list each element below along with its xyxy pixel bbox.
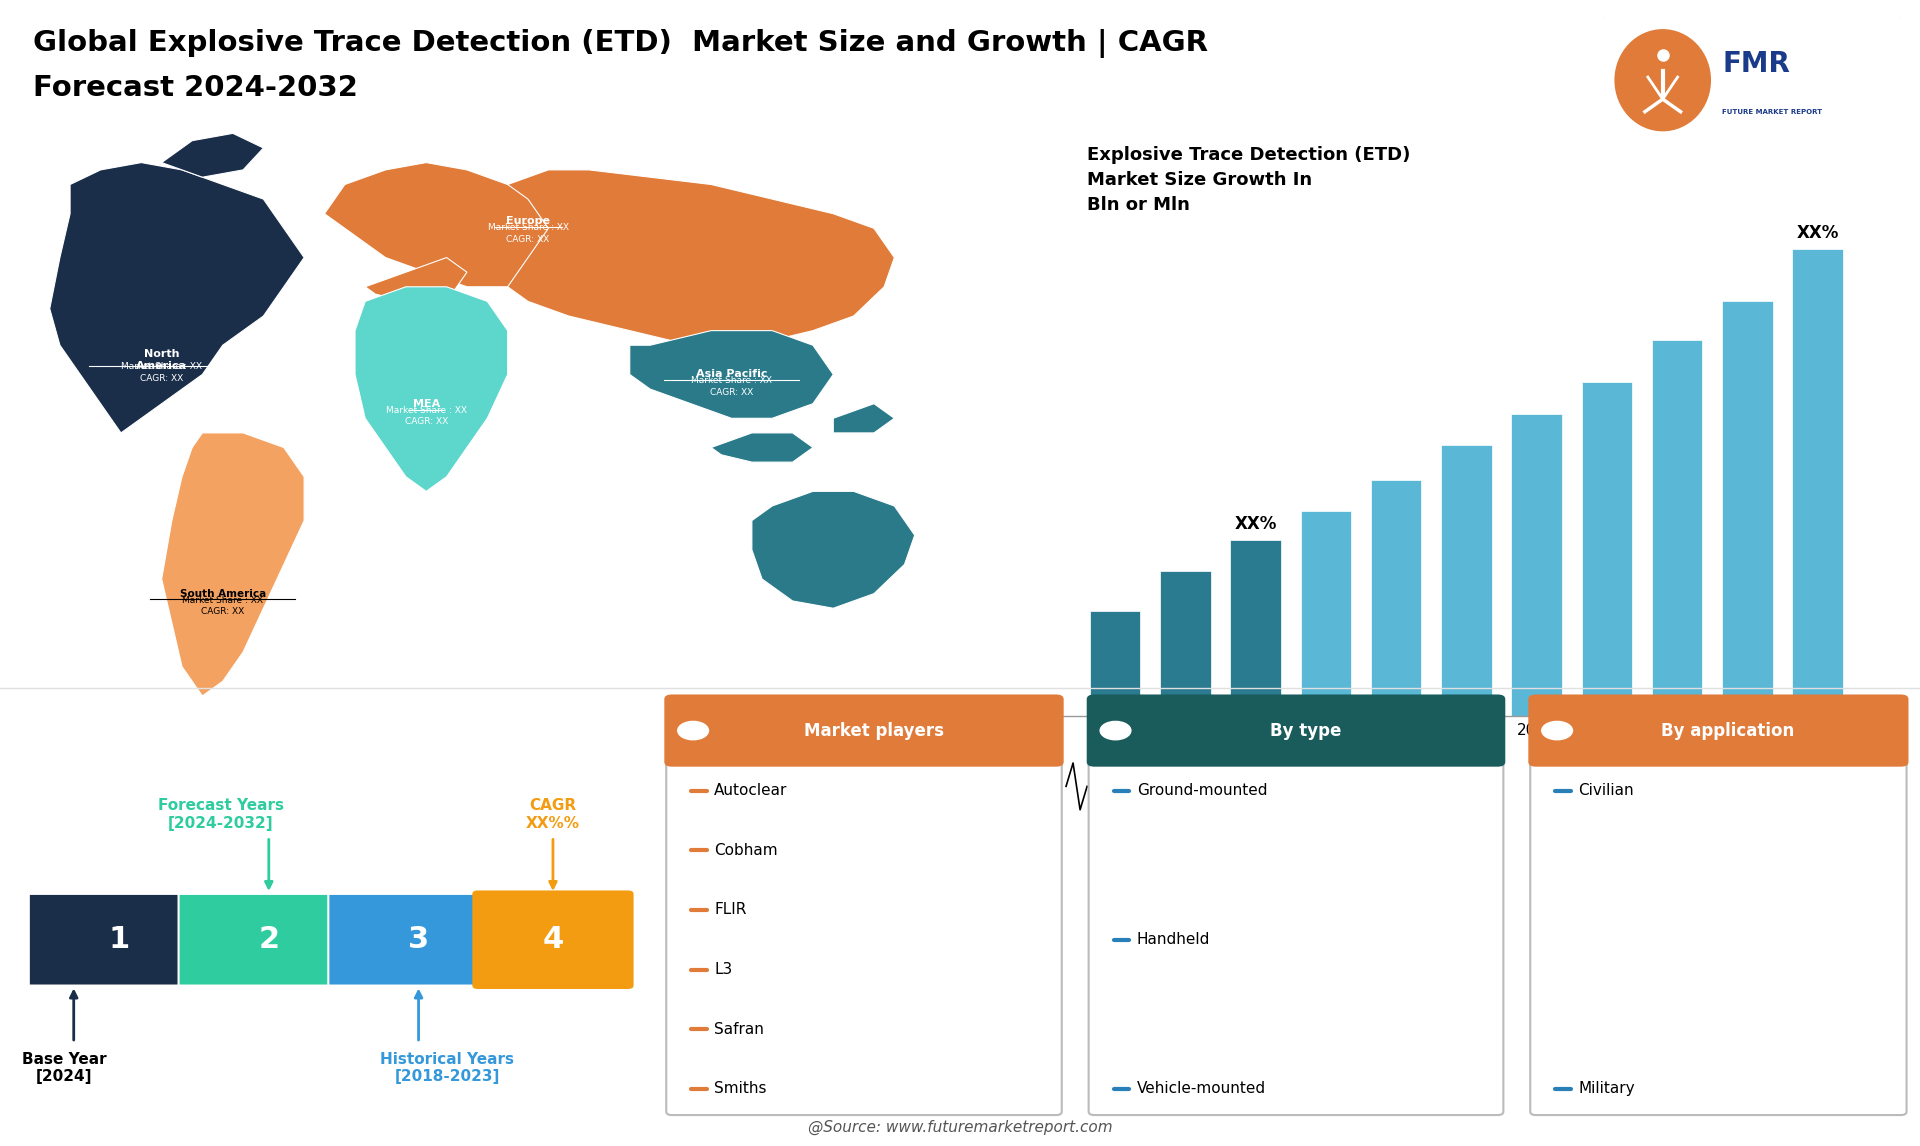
Polygon shape [507,170,895,345]
Bar [1160,571,1212,716]
Text: FUTURE MARKET REPORT: FUTURE MARKET REPORT [1722,109,1822,115]
FancyBboxPatch shape [472,890,634,989]
Polygon shape [324,163,609,286]
Bar [1651,340,1703,716]
Text: Europe: Europe [507,217,549,226]
FancyBboxPatch shape [1089,759,1503,1115]
Text: Market Share : XX
CAGR: XX: Market Share : XX CAGR: XX [488,223,568,244]
Bar [1371,480,1421,716]
Text: Market Share : XX
CAGR: XX: Market Share : XX CAGR: XX [182,596,263,617]
Text: FMR: FMR [1722,50,1789,78]
Text: 3: 3 [407,925,430,955]
Text: Military: Military [1578,1081,1634,1097]
Polygon shape [29,894,217,986]
Text: 4: 4 [541,925,564,955]
Polygon shape [365,258,467,301]
Text: Cobham: Cobham [714,842,778,858]
FancyBboxPatch shape [1601,16,1903,144]
Polygon shape [710,433,812,462]
Text: Autoclear: Autoclear [714,783,787,799]
Text: South America: South America [180,589,265,598]
Text: Ground-mounted: Ground-mounted [1137,783,1267,799]
Text: Market Share : XX
CAGR: XX: Market Share : XX CAGR: XX [691,377,772,398]
Bar [1511,414,1561,716]
Circle shape [1542,722,1572,740]
Text: Safran: Safran [714,1021,764,1037]
Bar [1231,540,1281,716]
Text: Explosive Trace Detection (ETD)
Market Size Growth In
Bln or Mln: Explosive Trace Detection (ETD) Market S… [1087,146,1411,214]
Bar [1722,301,1772,716]
Text: Civilian: Civilian [1578,783,1634,799]
Text: Historical Years
[2018-2023]: Historical Years [2018-2023] [380,1052,515,1084]
Text: Smiths: Smiths [714,1081,766,1097]
Text: Asia Pacific: Asia Pacific [695,369,768,379]
Polygon shape [630,330,833,418]
Text: Handheld: Handheld [1137,932,1210,948]
Polygon shape [179,894,367,986]
Text: By type: By type [1269,722,1342,739]
Text: 2: 2 [257,925,280,955]
Bar [1091,611,1140,716]
Text: Base Year
[2024]: Base Year [2024] [21,1052,106,1084]
Text: Market Share : XX
CAGR: XX: Market Share : XX CAGR: XX [386,406,467,426]
Text: Market players: Market players [804,722,943,739]
Circle shape [678,722,708,740]
Bar [1791,249,1843,716]
FancyBboxPatch shape [1087,694,1505,767]
Bar [1300,511,1352,716]
Circle shape [1615,30,1711,131]
Text: Forecast Years
[2024-2032]: Forecast Years [2024-2032] [157,799,284,831]
FancyBboxPatch shape [666,759,1062,1115]
Text: @Source: www.futuremarketreport.com: @Source: www.futuremarketreport.com [808,1120,1112,1135]
FancyBboxPatch shape [1528,694,1908,767]
Bar [1442,445,1492,716]
Text: North
America: North America [136,350,186,370]
FancyBboxPatch shape [1530,759,1907,1115]
Text: XX%: XX% [1235,516,1277,533]
Text: FLIR: FLIR [714,902,747,918]
Bar [1582,382,1632,716]
Polygon shape [161,133,263,178]
Text: XX%: XX% [1797,225,1839,242]
Circle shape [1100,722,1131,740]
FancyBboxPatch shape [664,694,1064,767]
Polygon shape [753,492,914,609]
Text: L3: L3 [714,961,733,978]
Polygon shape [833,403,895,433]
Text: Market Share : XX
CAGR: XX: Market Share : XX CAGR: XX [121,362,202,383]
Text: MEA: MEA [413,399,440,409]
Text: Forecast 2024-2032: Forecast 2024-2032 [33,74,357,102]
Text: CAGR
XX%%: CAGR XX%% [526,799,580,831]
Polygon shape [161,433,303,696]
Text: By application: By application [1661,722,1795,739]
Polygon shape [355,286,507,492]
Text: Global Explosive Trace Detection (ETD)  Market Size and Growth | CAGR: Global Explosive Trace Detection (ETD) M… [33,29,1208,57]
Text: 1: 1 [108,925,131,955]
Polygon shape [50,163,303,433]
Polygon shape [328,894,516,986]
Text: Vehicle-mounted: Vehicle-mounted [1137,1081,1265,1097]
